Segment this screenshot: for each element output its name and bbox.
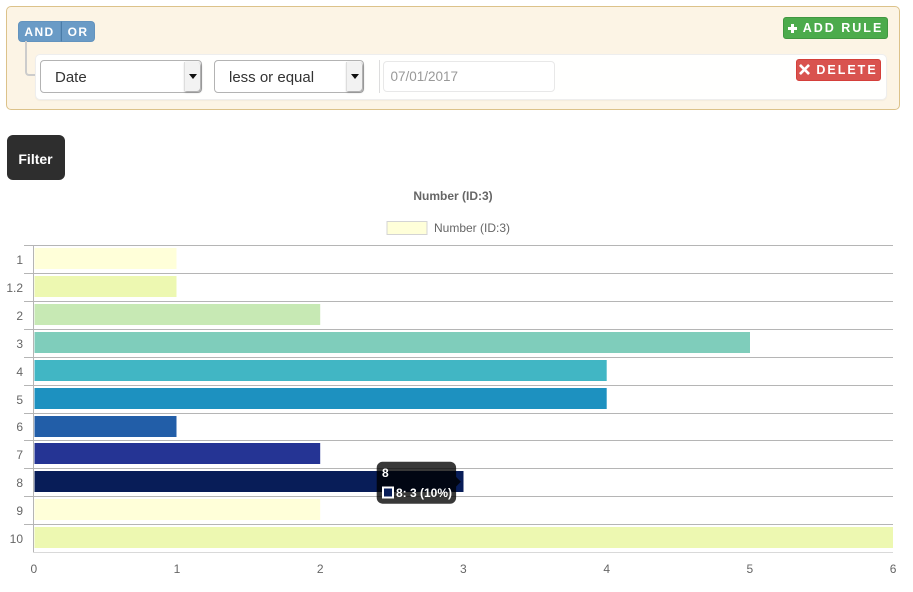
svg-text:8: 3 (10%): 8: 3 (10%) xyxy=(396,486,452,500)
svg-text:7: 7 xyxy=(16,448,23,462)
svg-text:2: 2 xyxy=(317,562,324,576)
svg-text:3: 3 xyxy=(460,562,467,576)
svg-text:8: 8 xyxy=(382,466,389,480)
svg-text:5: 5 xyxy=(747,562,754,576)
svg-text:5: 5 xyxy=(16,393,23,407)
svg-text:Number (ID:3): Number (ID:3) xyxy=(434,221,510,235)
svg-text:Number (ID:3): Number (ID:3) xyxy=(413,189,492,203)
svg-text:4: 4 xyxy=(603,562,610,576)
svg-text:1.2: 1.2 xyxy=(6,281,23,295)
svg-text:9: 9 xyxy=(16,504,23,518)
svg-text:1: 1 xyxy=(174,562,181,576)
svg-text:6: 6 xyxy=(890,562,897,576)
svg-text:6: 6 xyxy=(16,420,23,434)
svg-text:1: 1 xyxy=(16,253,23,267)
svg-text:4: 4 xyxy=(16,365,23,379)
svg-text:8: 8 xyxy=(16,476,23,490)
svg-text:3: 3 xyxy=(16,337,23,351)
svg-text:0: 0 xyxy=(30,562,37,576)
svg-text:2: 2 xyxy=(16,309,23,323)
svg-text:10: 10 xyxy=(10,532,24,546)
